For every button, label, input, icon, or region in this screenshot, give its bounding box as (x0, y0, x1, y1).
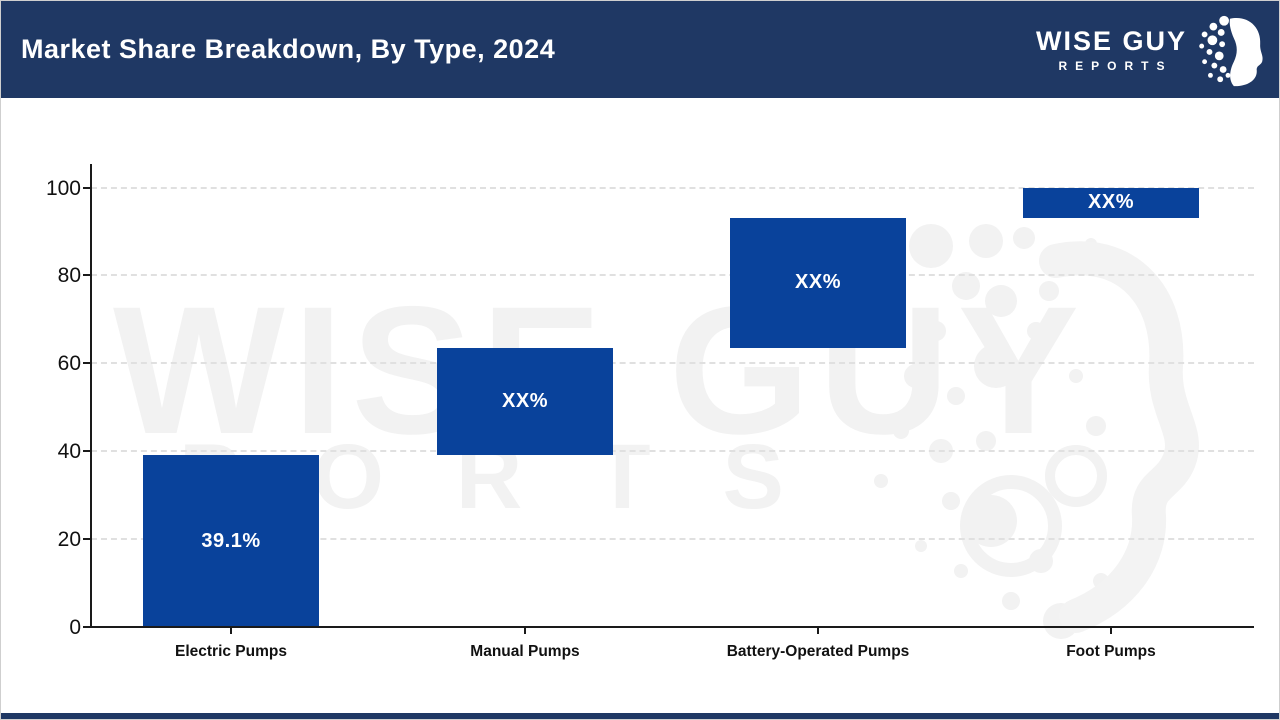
waterfall-bar: XX% (730, 217, 906, 348)
y-axis-label: 40 (57, 440, 81, 464)
brand-name: WISE GUY (1035, 25, 1187, 56)
y-axis-label: 100 (45, 176, 81, 200)
y-axis-tick (83, 450, 91, 453)
bar-value-label: 39.1% (201, 529, 261, 552)
y-gridline (91, 450, 1254, 453)
y-axis-label: 0 (69, 616, 81, 639)
y-axis-line (90, 164, 92, 627)
page-title: Market Share Breakdown, By Type, 2024 (21, 34, 556, 64)
bar-value-label: XX% (1088, 191, 1134, 214)
bar-value-label: XX% (795, 271, 841, 294)
x-axis-category-label: Electric Pumps (175, 643, 287, 660)
brand-head-icon (1199, 15, 1263, 87)
y-axis-tick (83, 186, 91, 189)
waterfall-bar: XX% (1023, 187, 1199, 218)
x-axis-category-label: Battery-Operated Pumps (726, 643, 910, 660)
y-gridline (91, 274, 1254, 277)
y-axis-label: 80 (57, 264, 81, 288)
brand-logo-text: WISE GUY REPORTS (1035, 25, 1187, 73)
x-axis-category-label: Manual Pumps (470, 643, 580, 660)
y-axis-label: 60 (57, 352, 81, 376)
watermark-head-graphic (874, 224, 1199, 639)
y-axis-tick (83, 362, 91, 365)
x-axis-category-label: Foot Pumps (1066, 643, 1156, 660)
x-axis-tick (1110, 627, 1112, 634)
brand-subtitle: REPORTS (1058, 58, 1173, 73)
bar-value-label: XX% (502, 390, 548, 413)
y-gridline (91, 362, 1254, 365)
waterfall-bar: XX% (437, 347, 613, 456)
y-gridline (91, 186, 1254, 189)
y-axis-tick (83, 626, 91, 628)
waterfall-bar: 39.1% (143, 455, 319, 627)
footer-strip (1, 713, 1279, 719)
x-axis-tick (817, 627, 819, 634)
x-axis-line (90, 626, 1254, 628)
x-axis-tick (230, 627, 232, 634)
y-axis-label: 20 (57, 528, 81, 552)
y-axis-tick (83, 538, 91, 541)
brand-logo: WISE GUY REPORTS (1017, 11, 1267, 89)
x-axis-tick (524, 627, 526, 634)
y-axis-tick (83, 274, 91, 277)
y-gridline (91, 538, 1254, 541)
header: Market Share Breakdown, By Type, 2024 WI… (1, 1, 1279, 98)
